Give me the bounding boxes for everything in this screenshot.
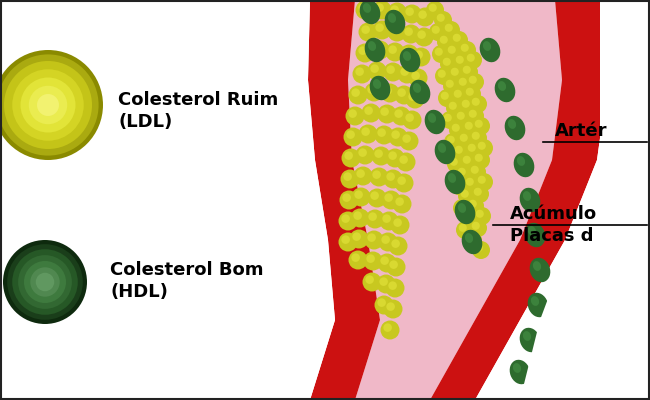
Circle shape	[454, 109, 472, 127]
Circle shape	[474, 154, 483, 162]
Circle shape	[402, 47, 411, 56]
Circle shape	[370, 64, 379, 73]
Ellipse shape	[410, 80, 430, 104]
Circle shape	[388, 151, 397, 160]
Circle shape	[387, 258, 406, 276]
Ellipse shape	[523, 331, 531, 341]
Polygon shape	[430, 0, 608, 400]
Circle shape	[378, 298, 386, 307]
Circle shape	[339, 232, 358, 252]
Ellipse shape	[445, 170, 465, 194]
Circle shape	[367, 62, 387, 80]
Circle shape	[408, 92, 417, 101]
Ellipse shape	[413, 83, 421, 93]
Circle shape	[468, 163, 486, 181]
Circle shape	[452, 143, 470, 161]
Circle shape	[12, 69, 84, 141]
Circle shape	[31, 267, 60, 297]
Circle shape	[385, 148, 404, 168]
Circle shape	[404, 27, 413, 36]
Circle shape	[393, 218, 402, 227]
Circle shape	[358, 148, 367, 157]
Circle shape	[391, 130, 400, 139]
Circle shape	[463, 175, 481, 193]
Ellipse shape	[533, 261, 541, 271]
Circle shape	[449, 121, 467, 139]
Circle shape	[469, 110, 477, 118]
Circle shape	[361, 104, 380, 122]
Circle shape	[391, 239, 400, 248]
Circle shape	[36, 273, 54, 291]
Circle shape	[380, 256, 389, 265]
Circle shape	[452, 180, 461, 188]
Circle shape	[466, 73, 484, 91]
Circle shape	[453, 199, 471, 217]
Circle shape	[429, 23, 447, 41]
Circle shape	[391, 5, 399, 14]
Circle shape	[442, 21, 460, 39]
Ellipse shape	[523, 191, 531, 201]
Ellipse shape	[448, 173, 456, 183]
Circle shape	[388, 45, 397, 54]
Ellipse shape	[465, 233, 473, 243]
Ellipse shape	[435, 140, 455, 164]
Circle shape	[475, 139, 493, 157]
Circle shape	[375, 23, 384, 32]
Circle shape	[434, 11, 452, 29]
Circle shape	[372, 0, 391, 20]
Circle shape	[350, 208, 369, 228]
Circle shape	[369, 212, 377, 221]
Circle shape	[385, 278, 404, 298]
Ellipse shape	[359, 0, 380, 24]
Circle shape	[411, 71, 420, 80]
Circle shape	[369, 168, 389, 186]
Ellipse shape	[530, 258, 551, 282]
Circle shape	[367, 85, 376, 94]
Circle shape	[378, 254, 396, 272]
Circle shape	[346, 130, 355, 139]
Circle shape	[465, 178, 474, 186]
Circle shape	[406, 90, 424, 108]
Circle shape	[455, 165, 473, 183]
Circle shape	[444, 133, 462, 151]
Circle shape	[448, 65, 466, 83]
Circle shape	[385, 42, 404, 62]
Circle shape	[389, 260, 398, 269]
Circle shape	[376, 274, 395, 294]
Circle shape	[446, 80, 454, 88]
Text: Acúmulo: Acúmulo	[510, 205, 597, 223]
Circle shape	[358, 46, 367, 55]
Circle shape	[460, 63, 478, 81]
Circle shape	[460, 153, 478, 171]
Circle shape	[380, 107, 389, 116]
Circle shape	[456, 221, 474, 239]
Circle shape	[471, 185, 489, 203]
Circle shape	[469, 219, 487, 237]
Circle shape	[458, 187, 476, 205]
Circle shape	[391, 106, 411, 126]
Ellipse shape	[428, 113, 436, 123]
Circle shape	[370, 40, 389, 60]
Circle shape	[447, 136, 455, 144]
Circle shape	[378, 104, 396, 124]
Circle shape	[472, 98, 480, 106]
Circle shape	[454, 90, 462, 98]
Circle shape	[463, 66, 471, 74]
Circle shape	[387, 2, 406, 22]
Circle shape	[463, 85, 481, 103]
Circle shape	[437, 33, 455, 51]
Circle shape	[467, 234, 474, 242]
Circle shape	[459, 97, 477, 115]
Ellipse shape	[528, 226, 536, 236]
Circle shape	[474, 188, 482, 196]
Circle shape	[464, 231, 482, 249]
Circle shape	[380, 84, 400, 102]
Circle shape	[457, 131, 475, 149]
Circle shape	[448, 46, 456, 54]
Circle shape	[466, 107, 484, 125]
Ellipse shape	[498, 81, 506, 91]
Ellipse shape	[480, 38, 500, 62]
Circle shape	[388, 281, 397, 290]
Circle shape	[472, 241, 490, 259]
